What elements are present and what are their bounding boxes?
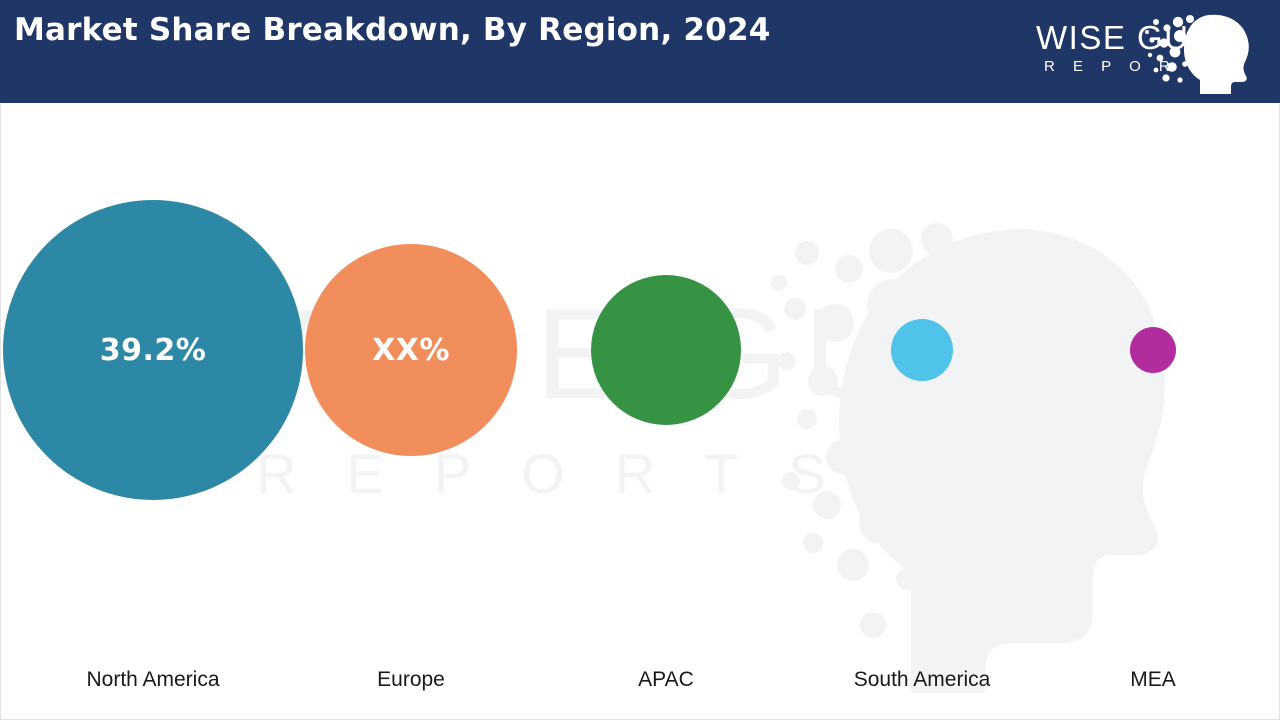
bubble-apac[interactable]	[591, 275, 741, 425]
page-title: Market Share Breakdown, By Region, 2024	[14, 12, 771, 48]
head-profile-dots-icon	[1145, 14, 1249, 94]
axis-label-apac: APAC	[638, 668, 694, 691]
axis-label-mea: MEA	[1130, 668, 1176, 691]
bubble-mea[interactable]	[1130, 327, 1176, 373]
brand-logo: WISE GUY R E P O R T S	[1012, 10, 1262, 94]
bubble-label-europe: XX%	[372, 332, 450, 368]
page-header: Market Share Breakdown, By Region, 2024 …	[0, 0, 1280, 103]
axis-label-south-america: South America	[853, 668, 991, 691]
bubble-label-north-america: 39.2%	[99, 332, 207, 368]
logo-secondary-text: R E P O R T S	[1044, 58, 1232, 75]
category-axis: North America Europe APAC South America …	[1, 103, 1279, 719]
bubble-series: 39.2% XX%	[1, 103, 1279, 719]
bubble-south-america[interactable]	[891, 319, 953, 381]
axis-label-north-america: North America	[86, 668, 220, 691]
bubble-north-america[interactable]: 39.2%	[3, 200, 303, 500]
bubble-europe[interactable]: XX%	[305, 244, 517, 456]
axis-label-europe: Europe	[377, 668, 445, 691]
chart-canvas: WISE GUY REPORTS	[0, 103, 1280, 720]
